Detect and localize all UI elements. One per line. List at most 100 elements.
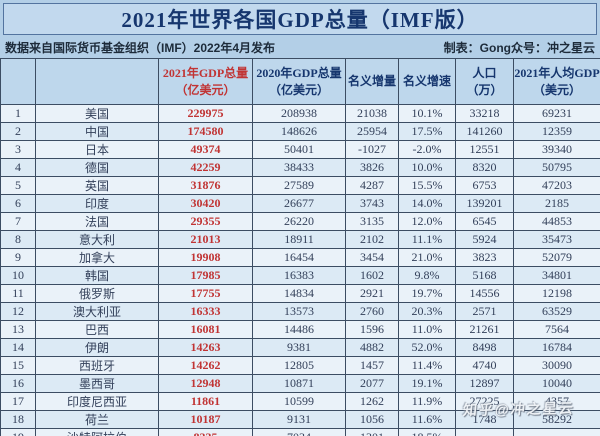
cell-gdp2021: 14262	[158, 356, 253, 375]
cell-growth: 20.3%	[398, 302, 456, 321]
cell-population: 3823	[455, 248, 514, 267]
cell-gdp2020: 50401	[252, 140, 346, 159]
cell-delta: 25954	[345, 122, 399, 141]
cell-country: 意大利	[35, 230, 159, 249]
col-header-gdp2020-line2: （亿美元）	[268, 82, 329, 97]
cell-growth: 12.0%	[398, 212, 456, 231]
col-header-population-line1: 人口	[472, 66, 497, 81]
col-header-rank	[0, 58, 36, 105]
cell-gdp2021: 10187	[158, 410, 253, 429]
table-row: 18 荷兰 10187 9131 1056 11.6% 1748 58292	[0, 410, 600, 429]
col-header-gdp2020: 2020年GDP总量 （亿美元）	[252, 58, 346, 105]
table-row: 1 美国 229975 208938 21038 10.1% 33218 69231	[0, 104, 600, 123]
cell-growth: 11.6%	[398, 410, 456, 429]
col-header-gdp-per-capita-line1: 2021年人均GDP	[514, 66, 600, 81]
cell-rank: 2	[0, 122, 36, 141]
cell-gdp2020: 26220	[252, 212, 346, 231]
cell-gdp2020: 208938	[252, 104, 346, 123]
cell-gdp2021: 16333	[158, 302, 253, 321]
cell-per-capita: 35473	[513, 230, 600, 249]
table-row: 6 印度 30420 26677 3743 14.0% 139201 2185	[0, 194, 600, 213]
cell-rank: 3	[0, 140, 36, 159]
cell-country: 印度尼西亚	[35, 392, 159, 411]
cell-country: 伊朗	[35, 338, 159, 357]
cell-country: 澳大利亚	[35, 302, 159, 321]
cell-per-capita: 30090	[513, 356, 600, 375]
cell-per-capita: 12359	[513, 122, 600, 141]
cell-rank: 13	[0, 320, 36, 339]
cell-country: 日本	[35, 140, 159, 159]
col-header-gdp-per-capita: 2021年人均GDP （美元）	[513, 58, 600, 105]
gdp-table: 2021年GDP总量 （亿美元） 2020年GDP总量 （亿美元） 名义增量 名…	[0, 58, 600, 436]
cell-gdp2020: 13573	[252, 302, 346, 321]
col-header-gdp2020-line1: 2020年GDP总量	[256, 66, 342, 81]
cell-growth: 52.0%	[398, 338, 456, 357]
table-row: 17 印度尼西亚 11861 10599 1262 11.9% 27225 4357	[0, 392, 600, 411]
cell-growth: 11.0%	[398, 320, 456, 339]
cell-population: 4740	[455, 356, 514, 375]
table-row: 7 法国 29355 26220 3135 12.0% 6545 44853	[0, 212, 600, 231]
cell-population: 139201	[455, 194, 514, 213]
cell-population: 5168	[455, 266, 514, 285]
cell-growth: 10.0%	[398, 158, 456, 177]
cell-population: 8320	[455, 158, 514, 177]
cell-gdp2020: 16383	[252, 266, 346, 285]
cell-country: 印度	[35, 194, 159, 213]
cell-gdp2020: 26677	[252, 194, 346, 213]
cell-rank: 14	[0, 338, 36, 357]
cell-per-capita	[513, 428, 600, 436]
cell-per-capita: 63529	[513, 302, 600, 321]
cell-rank: 9	[0, 248, 36, 267]
col-header-nominal-delta: 名义增量	[345, 58, 399, 105]
cell-population	[455, 428, 514, 436]
cell-per-capita: 34801	[513, 266, 600, 285]
cell-delta: 1056	[345, 410, 399, 429]
cell-country: 中国	[35, 122, 159, 141]
cell-delta: 3743	[345, 194, 399, 213]
cell-rank: 19	[0, 428, 36, 436]
cell-rank: 1	[0, 104, 36, 123]
table-row: 8 意大利 21013 18911 2102 11.1% 5924 35473	[0, 230, 600, 249]
cell-gdp2020: 7034	[252, 428, 346, 436]
cell-rank: 7	[0, 212, 36, 231]
cell-delta: 3135	[345, 212, 399, 231]
cell-delta: 3826	[345, 158, 399, 177]
col-header-nominal-growth: 名义增速	[398, 58, 456, 105]
cell-gdp2021: 16081	[158, 320, 253, 339]
cell-rank: 12	[0, 302, 36, 321]
cell-gdp2021: 11861	[158, 392, 253, 411]
cell-growth: 18.5%	[398, 428, 456, 436]
table-row: 15 西班牙 14262 12805 1457 11.4% 4740 30090	[0, 356, 600, 375]
table-row: 9 加拿大 19908 16454 3454 21.0% 3823 52079	[0, 248, 600, 267]
cell-population: 5924	[455, 230, 514, 249]
cell-gdp2020: 14834	[252, 284, 346, 303]
cell-country: 法国	[35, 212, 159, 231]
table-row: 4 德国 42259 38433 3826 10.0% 8320 50795	[0, 158, 600, 177]
cell-delta: 2760	[345, 302, 399, 321]
cell-gdp2021: 30420	[158, 194, 253, 213]
cell-gdp2020: 38433	[252, 158, 346, 177]
title-banner: 2021年世界各国GDP总量（IMF版）	[3, 3, 597, 35]
table-header-row: 2021年GDP总量 （亿美元） 2020年GDP总量 （亿美元） 名义增量 名…	[0, 58, 600, 105]
cell-country: 韩国	[35, 266, 159, 285]
data-source-label: 数据来自国际货币基金组织（IMF）2022年4月发布	[5, 40, 276, 55]
table-row: 3 日本 49374 50401 -1027 -2.0% 12551 39340	[0, 140, 600, 159]
cell-rank: 5	[0, 176, 36, 195]
col-header-gdp2021-line1: 2021年GDP总量	[162, 66, 249, 81]
cell-country: 加拿大	[35, 248, 159, 267]
col-header-gdp2021: 2021年GDP总量 （亿美元）	[158, 58, 253, 105]
col-header-nominal-growth-label: 名义增速	[402, 74, 451, 89]
cell-delta: 2921	[345, 284, 399, 303]
cell-per-capita: 2185	[513, 194, 600, 213]
cell-gdp2020: 148626	[252, 122, 346, 141]
cell-gdp2021: 31876	[158, 176, 253, 195]
cell-population: 14556	[455, 284, 514, 303]
col-header-gdp2021-line2: （亿美元）	[175, 82, 236, 97]
cell-population: 141260	[455, 122, 514, 141]
cell-gdp2020: 18911	[252, 230, 346, 249]
cell-growth: 21.0%	[398, 248, 456, 267]
cell-country: 德国	[35, 158, 159, 177]
cell-growth: 19.1%	[398, 374, 456, 393]
cell-population: 8498	[455, 338, 514, 357]
cell-gdp2020: 10871	[252, 374, 346, 393]
